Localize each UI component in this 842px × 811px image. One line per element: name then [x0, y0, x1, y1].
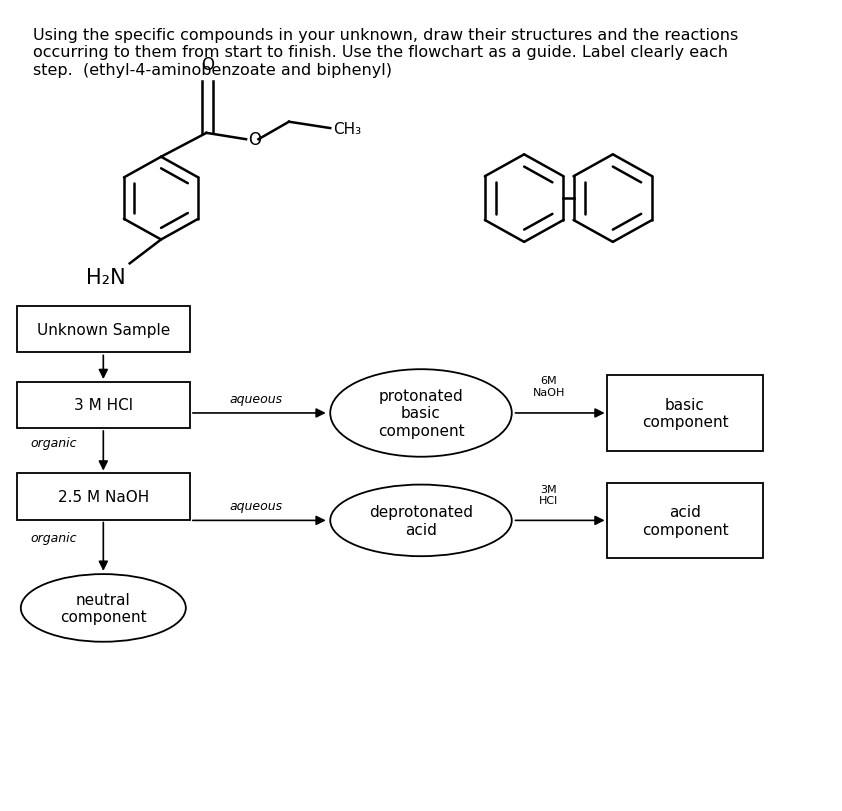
Text: 2.5 M NaOH: 2.5 M NaOH	[58, 489, 149, 504]
Text: 6M
NaOH: 6M NaOH	[533, 376, 565, 397]
FancyBboxPatch shape	[606, 483, 764, 559]
Text: aqueous: aqueous	[229, 500, 283, 513]
Ellipse shape	[330, 485, 512, 556]
Text: Unknown Sample: Unknown Sample	[37, 323, 170, 337]
Text: organic: organic	[30, 531, 77, 545]
Text: organic: organic	[30, 436, 77, 449]
FancyBboxPatch shape	[17, 307, 190, 353]
Text: H₂N: H₂N	[86, 268, 125, 288]
Text: O: O	[200, 56, 214, 74]
Text: neutral
component: neutral component	[60, 592, 147, 624]
Text: aqueous: aqueous	[229, 393, 283, 406]
Ellipse shape	[21, 574, 186, 642]
Text: 3M
HCl: 3M HCl	[539, 484, 558, 505]
Text: Using the specific compounds in your unknown, draw their structures and the reac: Using the specific compounds in your unk…	[33, 28, 738, 78]
Text: acid
component: acid component	[642, 504, 728, 537]
Text: deprotonated
acid: deprotonated acid	[369, 504, 473, 537]
Text: 3 M HCl: 3 M HCl	[74, 398, 133, 413]
FancyBboxPatch shape	[606, 375, 764, 451]
FancyBboxPatch shape	[17, 383, 190, 428]
Text: O: O	[248, 131, 262, 149]
Text: protonated
basic
component: protonated basic component	[378, 388, 464, 438]
FancyBboxPatch shape	[17, 474, 190, 520]
Ellipse shape	[330, 370, 512, 457]
Text: CH₃: CH₃	[333, 122, 361, 136]
Text: basic
component: basic component	[642, 397, 728, 430]
